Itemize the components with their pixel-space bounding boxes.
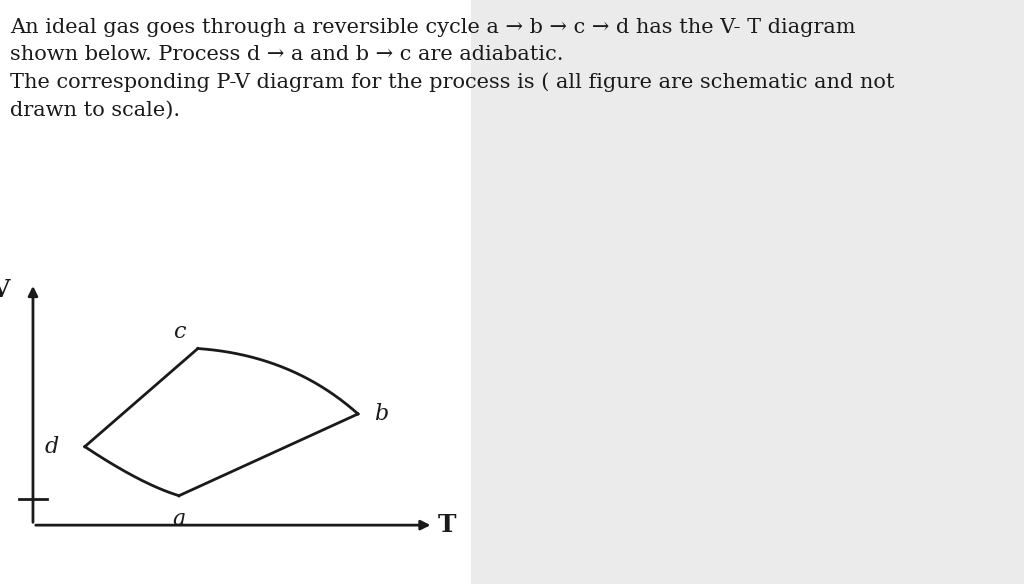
- Text: b: b: [375, 403, 389, 425]
- Text: d: d: [45, 436, 59, 458]
- Text: T: T: [438, 513, 457, 537]
- Text: An ideal gas goes through a reversible cycle a → b → c → d has the V- T diagram
: An ideal gas goes through a reversible c…: [10, 18, 895, 119]
- Text: V: V: [0, 277, 9, 302]
- Bar: [0, 0, 471, 584]
- Text: c: c: [173, 321, 185, 343]
- Text: a: a: [172, 507, 185, 530]
